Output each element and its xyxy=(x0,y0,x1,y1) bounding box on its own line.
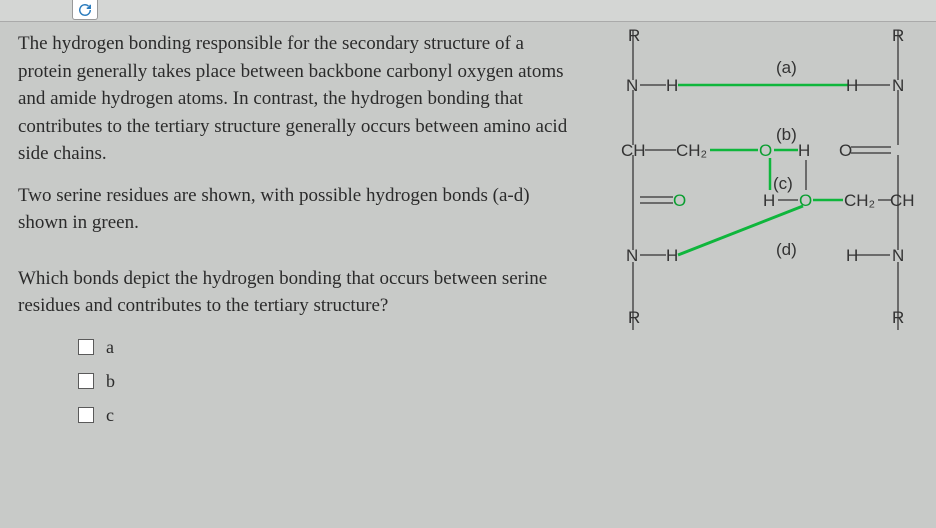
atom-H: H xyxy=(846,246,858,266)
checkbox-c[interactable] xyxy=(78,407,94,423)
label-d: (d) xyxy=(776,240,797,260)
question-prompt: Which bonds depict the hydrogen bonding … xyxy=(18,265,578,320)
atom-H: H xyxy=(846,76,858,96)
molecule-diagram: R R N H (a) H N CH CH₂ (b) O H O O (c) H… xyxy=(598,30,918,350)
content-area: The hydrogen bonding responsible for the… xyxy=(0,22,936,436)
option-label: c xyxy=(106,402,114,428)
options-list: a b c xyxy=(78,334,578,428)
atom-H: H xyxy=(798,141,810,161)
option-label: a xyxy=(106,334,114,360)
option-label: b xyxy=(106,368,115,394)
atom-N: N xyxy=(892,246,904,266)
label-c: (c) xyxy=(773,174,793,194)
paragraph-2: Two serine residues are shown, with poss… xyxy=(18,182,578,237)
atom-O: O xyxy=(839,141,852,161)
atom-O: O xyxy=(759,141,772,161)
atom-CH2: CH₂ xyxy=(844,191,875,211)
reload-button[interactable] xyxy=(72,0,98,20)
atom-CH: CH xyxy=(890,191,915,211)
atom-CH: CH xyxy=(621,141,646,161)
label-b: (b) xyxy=(776,125,797,145)
checkbox-a[interactable] xyxy=(78,339,94,355)
top-bar xyxy=(0,0,936,22)
diagram-svg xyxy=(598,30,928,350)
atom-N: N xyxy=(626,76,638,96)
checkbox-b[interactable] xyxy=(78,373,94,389)
option-a[interactable]: a xyxy=(78,334,578,360)
atom-H: H xyxy=(666,246,678,266)
atom-N: N xyxy=(626,246,638,266)
option-b[interactable]: b xyxy=(78,368,578,394)
reload-icon xyxy=(78,3,92,17)
atom-R: R xyxy=(892,26,904,46)
option-c[interactable]: c xyxy=(78,402,578,428)
atom-R: R xyxy=(628,26,640,46)
atom-CH2: CH₂ xyxy=(676,141,707,161)
text-column: The hydrogen bonding responsible for the… xyxy=(18,30,578,436)
atom-N: N xyxy=(892,76,904,96)
atom-R: R xyxy=(892,308,904,328)
atom-O: O xyxy=(673,191,686,211)
atom-H: H xyxy=(666,76,678,96)
atom-R: R xyxy=(628,308,640,328)
label-a: (a) xyxy=(776,58,797,78)
atom-H: H xyxy=(763,191,775,211)
paragraph-1: The hydrogen bonding responsible for the… xyxy=(18,30,578,168)
atom-O: O xyxy=(799,191,812,211)
